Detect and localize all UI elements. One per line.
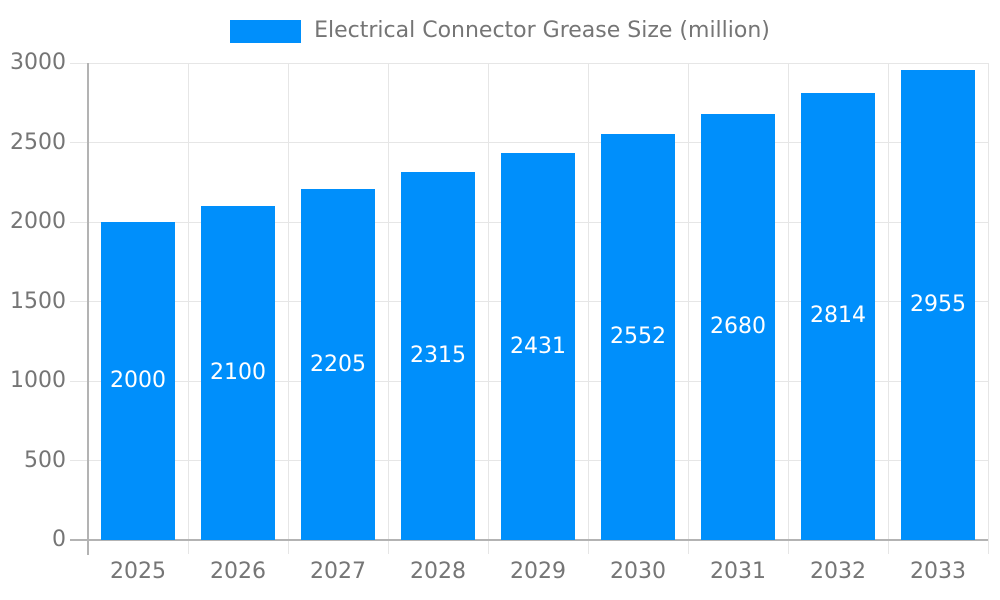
y-axis-label: 0 [52, 527, 66, 552]
x-axis-tick [587, 540, 589, 554]
bar-value-label: 2552 [610, 324, 666, 350]
x-axis-tick [387, 540, 389, 554]
v-gridline [387, 63, 389, 540]
bar[interactable]: 2955 [901, 70, 975, 540]
h-gridline [88, 62, 988, 64]
legend-label: Electrical Connector Grease Size (millio… [314, 18, 770, 43]
x-axis-label: 2029 [510, 559, 566, 584]
bar-value-label: 2680 [710, 313, 766, 339]
bar[interactable]: 2431 [501, 153, 575, 540]
y-axis-line [87, 63, 89, 555]
v-gridline [687, 63, 689, 540]
x-axis-label: 2033 [910, 559, 966, 584]
x-axis-tick [287, 540, 289, 554]
x-axis-label: 2030 [610, 559, 666, 584]
bar-value-label: 2205 [310, 351, 366, 377]
y-axis-label: 3000 [10, 50, 66, 75]
bar[interactable]: 2205 [301, 189, 375, 540]
x-axis-tick [887, 540, 889, 554]
y-axis-label: 2500 [10, 129, 66, 155]
bar[interactable]: 2100 [201, 206, 275, 540]
y-axis-tick [70, 301, 88, 302]
x-axis-label: 2032 [810, 559, 866, 584]
bar-value-label: 2955 [910, 292, 966, 318]
x-axis-label: 2031 [710, 559, 766, 584]
h-gridline [88, 142, 988, 143]
x-axis-tick [787, 540, 789, 554]
v-gridline [187, 63, 189, 540]
x-axis-label: 2027 [310, 559, 366, 584]
bar-value-label: 2100 [210, 360, 266, 386]
y-axis-label: 2000 [10, 209, 66, 234]
x-axis-tick [687, 540, 689, 554]
bar[interactable]: 2315 [401, 171, 475, 540]
bar[interactable]: 2680 [701, 113, 775, 540]
v-gridline [287, 63, 289, 540]
y-axis-label: 1000 [10, 368, 66, 393]
y-axis-label: 1500 [10, 288, 66, 314]
legend-swatch-icon [230, 19, 302, 43]
v-gridline [787, 63, 789, 540]
x-axis-tick [987, 540, 989, 554]
bar[interactable]: 2552 [601, 134, 675, 540]
y-axis-tick [70, 62, 88, 64]
x-axis-label: 2025 [110, 559, 166, 584]
v-gridline [887, 63, 889, 540]
y-axis-tick [70, 380, 88, 382]
y-axis-tick [70, 142, 88, 143]
bar[interactable]: 2814 [801, 92, 875, 540]
x-axis-tick [187, 540, 189, 554]
y-axis-tick [70, 221, 88, 223]
bar-value-label: 2431 [510, 333, 566, 359]
bar-value-label: 2315 [410, 342, 466, 368]
v-gridline [487, 63, 489, 540]
legend[interactable]: Electrical Connector Grease Size (millio… [0, 18, 1000, 44]
y-axis-tick [70, 460, 88, 461]
bar-value-label: 2814 [810, 303, 866, 329]
bar-value-label: 2000 [110, 368, 166, 393]
v-gridline [987, 63, 989, 540]
bar[interactable]: 2000 [101, 222, 175, 540]
v-gridline [587, 63, 589, 540]
x-axis-line [70, 539, 988, 541]
x-axis-tick [487, 540, 489, 554]
x-axis-label: 2026 [210, 559, 266, 584]
y-axis-label: 500 [24, 447, 66, 473]
x-axis-label: 2028 [410, 559, 466, 584]
